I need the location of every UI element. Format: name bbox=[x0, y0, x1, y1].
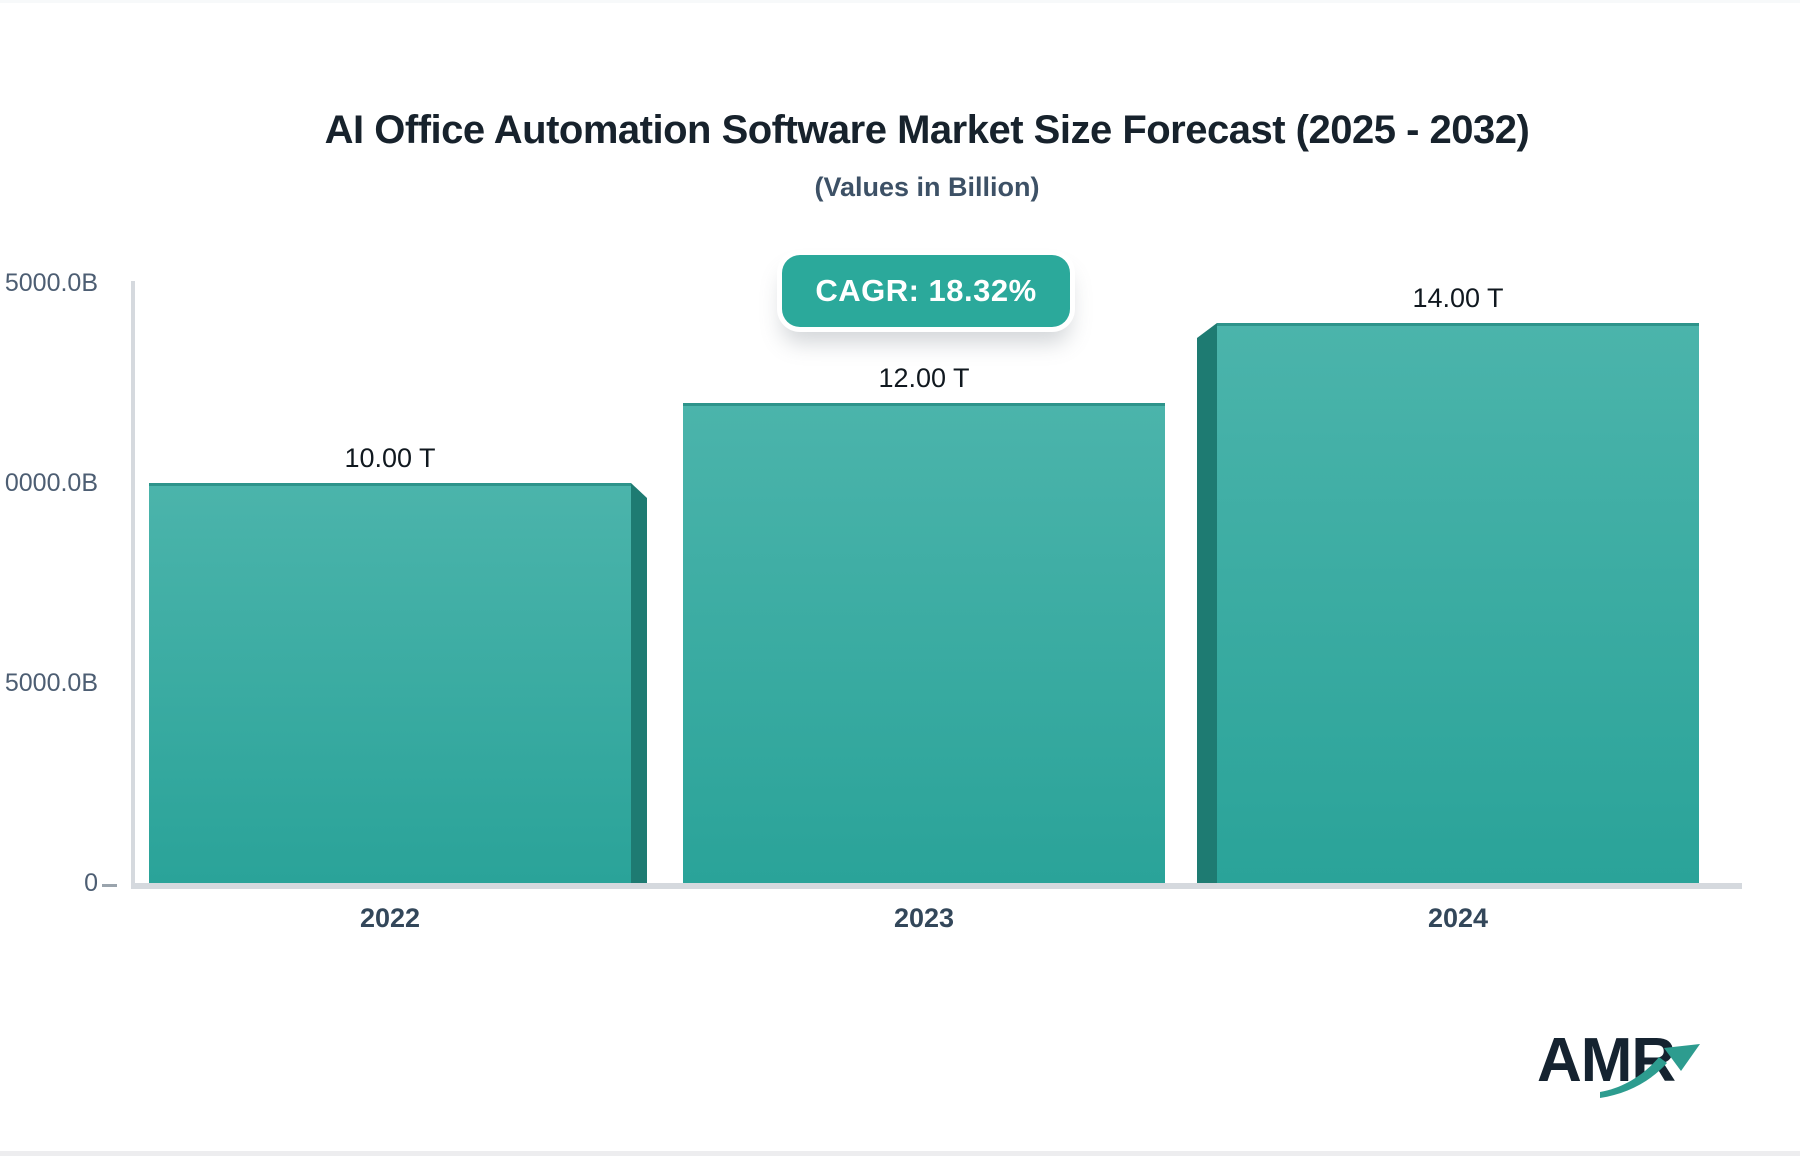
amr-logo: AMR bbox=[1537, 1030, 1707, 1110]
amr-logo-text: AMR bbox=[1537, 1026, 1676, 1095]
bottom-border-line bbox=[0, 1151, 1800, 1156]
cagr-badge-label: CAGR: 18.32% bbox=[815, 273, 1037, 308]
x-axis-label-2023: 2023 bbox=[893, 903, 955, 933]
zero-tick-mark bbox=[102, 884, 117, 887]
y-axis-tick-label: 5000.0B bbox=[4, 669, 98, 697]
y-axis-tick-label: 0000.0B bbox=[4, 469, 98, 497]
bar-2024 bbox=[1217, 323, 1699, 883]
x-axis-line bbox=[131, 883, 1742, 889]
y-axis-line bbox=[131, 281, 135, 889]
bar-value-label-2024: 14.00 T bbox=[1412, 283, 1504, 313]
chart-subtitle: (Values in Billion) bbox=[814, 172, 1040, 202]
top-border-line bbox=[0, 0, 1800, 3]
bar-value-label-2022: 10.00 T bbox=[344, 443, 436, 473]
y-axis-tick-label: 0 bbox=[84, 869, 98, 897]
x-axis-label-2024: 2024 bbox=[1427, 903, 1489, 933]
growth-arrow-icon bbox=[1600, 1044, 1700, 1098]
x-axis-label-2022: 2022 bbox=[359, 903, 421, 933]
cagr-badge: CAGR: 18.32% bbox=[782, 255, 1070, 327]
bar-value-label-2023: 12.00 T bbox=[878, 363, 970, 393]
bar-3d-side-2022 bbox=[631, 483, 647, 883]
bar-3d-side-2024 bbox=[1197, 323, 1217, 883]
chart-title: AI Office Automation Software Market Siz… bbox=[324, 108, 1530, 152]
y-axis-tick-label: 5000.0B bbox=[4, 269, 98, 297]
bar-2022 bbox=[149, 483, 631, 883]
bar-2023 bbox=[683, 403, 1165, 883]
